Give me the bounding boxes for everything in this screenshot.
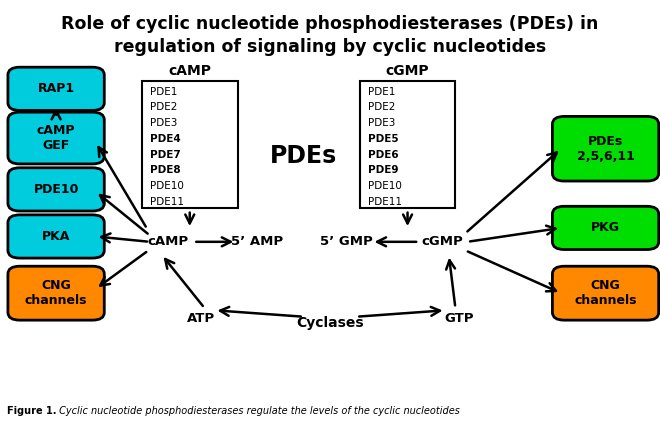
Text: PKA: PKA	[42, 230, 70, 243]
Text: PDE3: PDE3	[150, 118, 177, 128]
Text: CNG
channels: CNG channels	[25, 279, 87, 307]
Text: cAMP: cAMP	[168, 64, 211, 77]
FancyBboxPatch shape	[360, 81, 455, 208]
Text: PDE7: PDE7	[150, 150, 181, 160]
Text: Figure 1.: Figure 1.	[7, 406, 56, 416]
Text: PDE1: PDE1	[150, 86, 177, 97]
FancyBboxPatch shape	[552, 116, 659, 181]
Text: regulation of signaling by cyclic nucleotides: regulation of signaling by cyclic nucleo…	[114, 38, 546, 56]
Text: ATP: ATP	[187, 312, 215, 325]
Text: PDE3: PDE3	[368, 118, 395, 128]
Text: PDE1: PDE1	[368, 86, 395, 97]
FancyBboxPatch shape	[552, 266, 659, 320]
FancyBboxPatch shape	[8, 168, 104, 211]
Text: Cyclases: Cyclases	[296, 316, 364, 330]
Text: Role of cyclic nucleotide phosphodiesterases (PDEs) in: Role of cyclic nucleotide phosphodiester…	[61, 15, 599, 33]
Text: PKG: PKG	[591, 221, 620, 235]
Text: PDE9: PDE9	[368, 166, 398, 175]
Text: PDEs: PDEs	[270, 144, 337, 168]
FancyBboxPatch shape	[142, 81, 238, 208]
FancyBboxPatch shape	[8, 112, 104, 164]
Text: PDE4: PDE4	[150, 134, 181, 144]
Text: PDE10: PDE10	[34, 183, 79, 196]
Text: PDE10: PDE10	[368, 181, 401, 191]
FancyBboxPatch shape	[552, 206, 659, 250]
FancyBboxPatch shape	[8, 215, 104, 258]
FancyBboxPatch shape	[8, 266, 104, 320]
Text: PDE5: PDE5	[368, 134, 398, 144]
Text: PDE11: PDE11	[150, 197, 184, 207]
Text: RAP1: RAP1	[38, 82, 75, 95]
Text: PDE6: PDE6	[368, 150, 398, 160]
Text: PDE2: PDE2	[150, 102, 177, 113]
Text: cAMP
GEF: cAMP GEF	[37, 124, 75, 152]
Text: cAMP: cAMP	[148, 235, 189, 248]
Text: PDEs
2,5,6,11: PDEs 2,5,6,11	[577, 135, 634, 163]
Text: cGMP: cGMP	[421, 235, 463, 248]
FancyBboxPatch shape	[8, 67, 104, 110]
Text: CNG
channels: CNG channels	[574, 279, 637, 307]
Text: Cyclic nucleotide phosphodiesterases regulate the levels of the cyclic nucleotid: Cyclic nucleotide phosphodiesterases reg…	[56, 406, 460, 416]
Text: 5’ GMP: 5’ GMP	[320, 235, 373, 248]
Text: PDE11: PDE11	[368, 197, 402, 207]
Text: PDE10: PDE10	[150, 181, 183, 191]
Text: PDE8: PDE8	[150, 166, 180, 175]
Text: 5’ AMP: 5’ AMP	[232, 235, 283, 248]
Text: GTP: GTP	[444, 312, 473, 325]
Text: PDE2: PDE2	[368, 102, 395, 113]
Text: cGMP: cGMP	[385, 64, 430, 77]
